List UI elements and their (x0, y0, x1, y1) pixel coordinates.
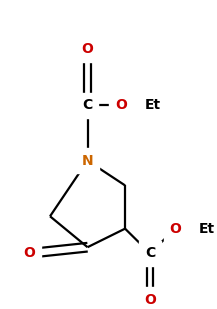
Text: O: O (169, 222, 181, 236)
Text: O: O (82, 42, 94, 57)
Text: Et: Et (145, 98, 161, 112)
Text: O: O (115, 98, 127, 112)
Text: C: C (82, 98, 93, 112)
Text: O: O (23, 246, 35, 260)
Text: N: N (82, 154, 93, 168)
Text: Et: Et (199, 222, 215, 236)
Text: C: C (145, 246, 155, 260)
Text: O: O (144, 293, 156, 307)
